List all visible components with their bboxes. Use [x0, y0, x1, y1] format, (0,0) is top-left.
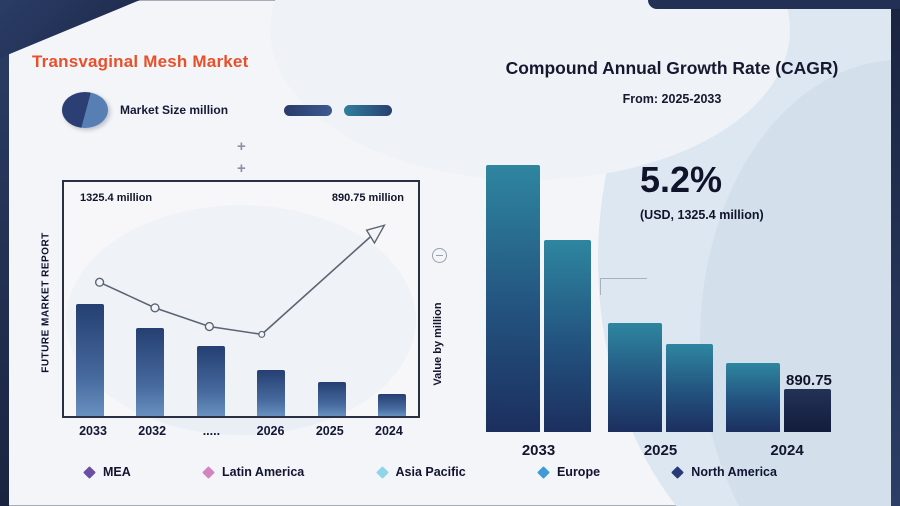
- cagr-value: 5.2%: [640, 159, 723, 200]
- right-bar-group-2024: [726, 363, 831, 432]
- cagr-callout: 5.2% (USD, 1325.4 million): [640, 159, 764, 223]
- left-y-axis-label: FUTURE MARKET REPORT: [40, 232, 52, 373]
- left-bars-container: [76, 304, 406, 416]
- left-x-label-2024: 2024: [375, 424, 403, 438]
- diamond-icon: [537, 465, 550, 479]
- right-bar-2025-secondary: [666, 344, 713, 432]
- left-chart-frame: 1325.4 million 890.75 million: [62, 180, 420, 418]
- background-swoosh-left: [66, 205, 416, 435]
- right-edge-bar: [891, 0, 900, 506]
- legend-pill-dark-icon: [284, 104, 333, 116]
- legend-label: MEA: [103, 465, 131, 479]
- right-x-label-2025: 2025: [643, 442, 678, 459]
- left-bar-2033: [76, 304, 104, 416]
- left-x-label-2033: 2033: [79, 424, 107, 438]
- right-bar-2033-secondary: [544, 240, 591, 432]
- corner-triangle: [0, 0, 140, 58]
- step-line-decoration: [600, 278, 647, 295]
- market-size-legend: Market Size million: [62, 92, 393, 128]
- left-chart-min-label: 890.75 million: [331, 192, 404, 204]
- minus-circle-icon: [432, 248, 447, 263]
- diamond-icon: [202, 465, 215, 479]
- diamond-icon: [671, 465, 685, 479]
- left-x-axis: 2033 2032..... 2026 2025 2024: [62, 424, 420, 438]
- left-x-label-2032: 2032: [138, 424, 167, 438]
- left-bar-2032: [136, 328, 165, 416]
- cagr-title: Compound Annual Growth Rate (CAGR): [505, 58, 839, 78]
- legend-item-mea: MEA: [83, 465, 131, 479]
- legend-label: Latin America: [222, 465, 305, 479]
- legend-label: Europe: [556, 465, 601, 479]
- legend-item-latin-america: Latin America: [202, 465, 305, 479]
- cagr-note: (USD, 1325.4 million): [640, 208, 764, 222]
- page-title: Transvaginal Mesh Market: [32, 52, 249, 71]
- market-size-label: Market Size million: [120, 103, 229, 117]
- value-2024-label: 890.75: [786, 372, 832, 389]
- cagr-subtitle: From: 2025-2033: [622, 92, 722, 106]
- right-bar-2024-secondary: [784, 389, 831, 432]
- left-bar-2025: [317, 382, 346, 416]
- market-size-icon: [62, 92, 108, 128]
- legend-item-asia-pacific: Asia Pacific: [375, 465, 466, 479]
- right-chart: 2033 2025 2024: [470, 160, 882, 459]
- diamond-icon: [83, 465, 96, 479]
- right-bar-2024-primary: [726, 363, 780, 432]
- diamond-icon: [375, 465, 389, 479]
- region-legend: MEA Latin America Asia Pacific Europe North …: [83, 465, 777, 479]
- left-bar-2024: [377, 394, 406, 416]
- right-bar-2033-primary: [486, 165, 540, 432]
- trend-line-arrow: [94, 224, 386, 338]
- right-x-label-2033: 2033: [521, 442, 556, 459]
- top-edge-bar: [648, 0, 900, 9]
- left-bar-.....: [196, 346, 225, 416]
- legend-label: North America: [691, 465, 777, 479]
- left-edge-bar: [0, 0, 9, 506]
- left-bar-2026: [257, 370, 286, 416]
- legend-pill-teal-icon: [344, 104, 393, 116]
- right-bar-group-2025: [608, 323, 713, 432]
- plus-decoration-icon: +: [237, 138, 246, 155]
- left-chart-max-label: 1325.4 million: [80, 192, 153, 204]
- legend-item-north-america: North America: [671, 465, 777, 479]
- right-bar-group-2033: [486, 165, 591, 432]
- left-x-label-2025: 2025: [315, 424, 344, 438]
- plus-decoration-icon: +: [237, 160, 246, 177]
- right-y-axis-label: Value by million: [432, 302, 444, 386]
- left-x-label-.....: .....: [202, 424, 221, 438]
- right-x-label-2024: 2024: [770, 442, 804, 459]
- left-x-label-2026: 2026: [256, 424, 285, 438]
- legend-item-europe: Europe: [537, 465, 601, 479]
- right-bar-2025-primary: [608, 323, 662, 432]
- legend-label: Asia Pacific: [395, 465, 466, 479]
